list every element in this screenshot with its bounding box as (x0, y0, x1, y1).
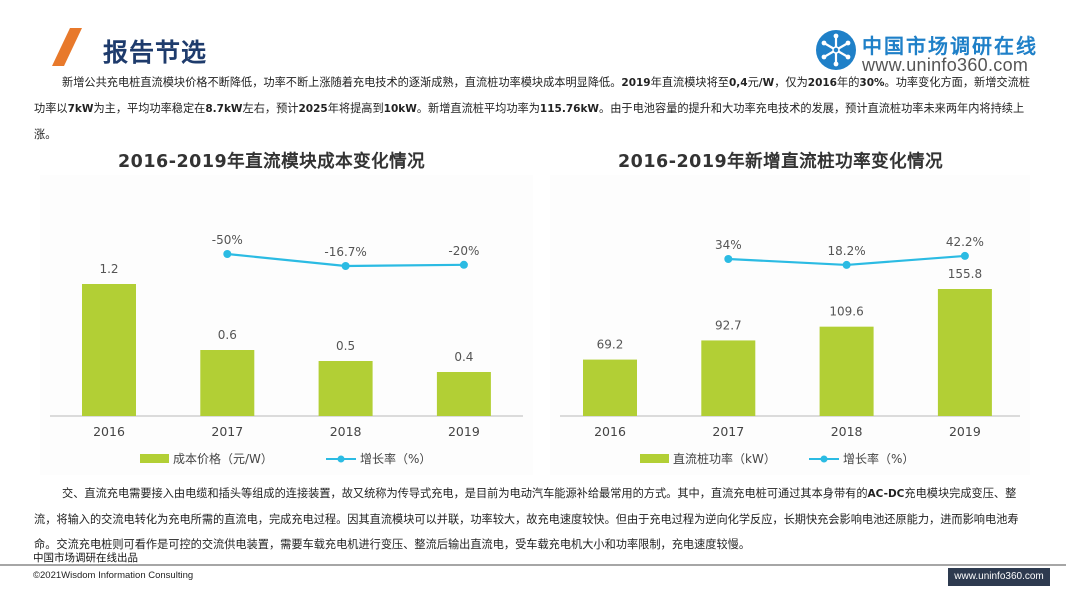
growth-rate-label: -20% (448, 244, 479, 258)
legend-line-marker (820, 455, 828, 463)
growth-rate-point (842, 260, 851, 269)
text-run: 年将提高到 (327, 102, 384, 115)
footer-brand-note: 中国市场调研在线出品 (33, 552, 138, 564)
growth-rate-point (724, 255, 733, 263)
emphasis-text: /W (758, 77, 775, 89)
accent-slash-icon (52, 28, 82, 66)
bar-2018 (318, 361, 373, 416)
growth-rate-label: -16.7% (324, 245, 366, 259)
text-run: 为主，平均功率稳定在 (93, 102, 206, 115)
bar-2019 (937, 289, 992, 416)
emphasis-text: AC-DC (867, 488, 905, 500)
brand-url-link[interactable]: www.uninfo360.com (862, 55, 1029, 75)
growth-rate-label: 34% (715, 238, 742, 252)
text-run: 新增公共充电桩直流模块价格不断降低，功率不断上涨随着充电技术的逐渐成熟，直流桩功… (62, 76, 622, 89)
text-run: ，仅为 (774, 76, 808, 89)
bar-2019 (436, 372, 491, 416)
x-tick-label: 2017 (712, 424, 744, 439)
growth-rate-point (341, 262, 350, 270)
text-run: 。功率变化方面，新增交流桩功率以 (34, 76, 1030, 115)
legend-bar-label: 直流桩功率（kW） (673, 451, 776, 466)
growth-rate-point (223, 250, 232, 258)
growth-rate-label: 42.2% (946, 235, 984, 249)
emphasis-text: 30% (859, 77, 885, 89)
emphasis-text: 2025 (298, 103, 328, 115)
chart-title-power: 2016-2019年新增直流桩功率变化情况 (618, 152, 944, 172)
legend-bar-swatch (640, 454, 669, 463)
emphasis-text: 2016 (807, 77, 837, 89)
footer-divider (0, 564, 1066, 566)
growth-rate-point (459, 260, 468, 269)
snowflake-hands-logo-icon (816, 30, 856, 70)
emphasis-text: 0,4 (728, 77, 748, 89)
text-run: 年直流模块将至 (650, 76, 729, 89)
bar-2018 (819, 326, 874, 416)
growth-rate-label: -50% (212, 233, 243, 247)
text-run: 交、直流充电需要接入由电缆和插头等组成的连接装置，故又统称为传导式充电，是目前为… (62, 487, 868, 500)
text-run: 。由于电池容量的提升和大功率充电技术的发展，预计直流桩功率未来两年内将持续上涨。 (34, 102, 1025, 141)
bar-value-label: 0.4 (454, 350, 473, 364)
brand-name: 中国市场调研在线 (862, 34, 1038, 58)
x-tick-label: 2017 (211, 424, 243, 439)
bar-2017 (200, 350, 255, 416)
text-run: 元 (747, 76, 759, 89)
bar-value-label: 69.2 (597, 338, 624, 352)
emphasis-text: 2019 (621, 77, 651, 89)
text-run: 充电模块完成变压、整流，将输入的交流电转化为充电所需的直流电，完成充电过程。因其… (34, 487, 1019, 551)
page-title: 报告节选 (103, 38, 208, 67)
emphasis-text: 115.76kW (539, 103, 600, 115)
x-tick-label: 2018 (330, 424, 362, 439)
body-text: 交、直流充电需要接入由电缆和插头等组成的连接装置，故又统称为传导式充电，是目前为… (34, 487, 1019, 551)
text-run: 左右，预计 (242, 102, 299, 115)
x-tick-label: 2016 (93, 424, 125, 439)
text-run: 年的 (837, 76, 860, 89)
chart-title-cost: 2016-2019年直流模块成本变化情况 (118, 152, 426, 172)
bar-value-label: 155.8 (948, 267, 982, 281)
x-tick-label: 2016 (594, 424, 626, 439)
bar-value-label: 1.2 (99, 262, 118, 276)
legend-line-label: 增长率（%） (843, 451, 914, 466)
intro-paragraph: 新增公共充电桩直流模块价格不断降低，功率不断上涨随着充电技术的逐渐成熟，直流桩功… (34, 70, 1034, 147)
growth-rate-label: 18.2% (828, 244, 866, 258)
text-run: 。新增直流桩平均功率为 (416, 102, 540, 115)
emphasis-text: 10kW (383, 103, 417, 115)
bar-2016 (82, 284, 136, 416)
bar-value-label: 92.7 (715, 318, 742, 332)
x-tick-label: 2018 (831, 424, 863, 439)
bar-value-label: 0.5 (336, 339, 355, 353)
bar-value-label: 109.6 (829, 305, 863, 319)
body-paragraph: 交、直流充电需要接入由电缆和插头等组成的连接装置，故又统称为传导式充电，是目前为… (34, 481, 1034, 557)
copyright-text: ©2021Wisdom Information Consulting (33, 570, 194, 581)
website-url-badge[interactable]: www.uninfo360.com (948, 568, 1050, 586)
intro-text: 新增公共充电桩直流模块价格不断降低，功率不断上涨随着充电技术的逐渐成熟，直流桩功… (34, 76, 1030, 141)
x-tick-label: 2019 (448, 424, 480, 439)
bar-value-label: 0.6 (218, 328, 237, 342)
legend-bar-swatch (140, 454, 169, 463)
legend-line-marker (337, 455, 345, 463)
x-tick-label: 2019 (949, 424, 981, 439)
bar-2016 (583, 359, 637, 416)
legend-line-label: 增长率（%） (360, 451, 431, 466)
growth-rate-point (960, 251, 969, 260)
emphasis-text: 8.7kW (205, 103, 243, 115)
emphasis-text: 7kW (67, 103, 94, 115)
bar-2017 (701, 340, 756, 416)
legend-bar-label: 成本价格（元/W） (173, 451, 273, 466)
